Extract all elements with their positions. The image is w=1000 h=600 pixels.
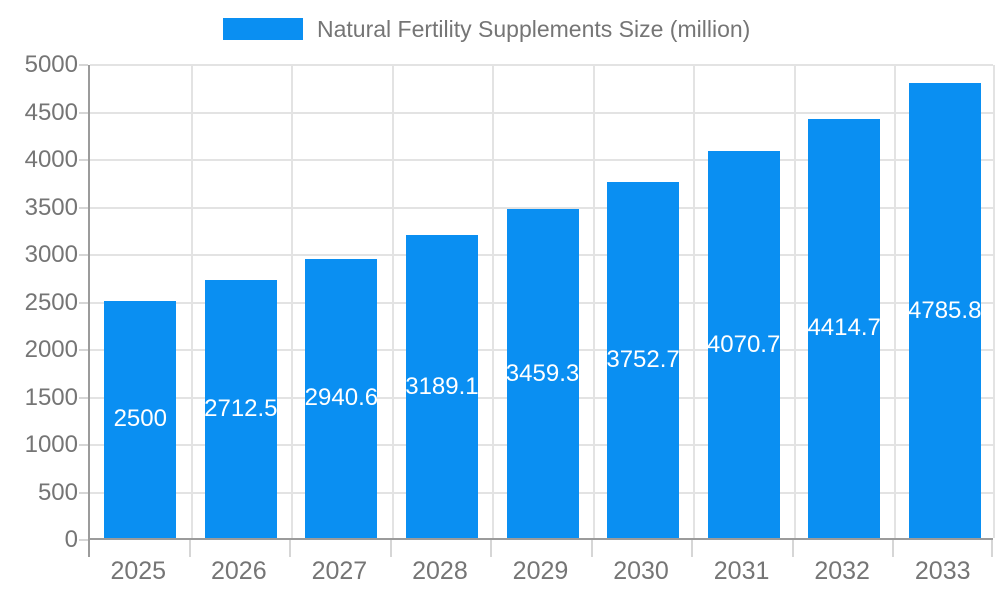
y-axis-label: 500 [37,478,78,506]
y-axis-tick [79,64,88,66]
gridline-vertical [492,65,495,538]
bar-value-label: 2712.5 [204,395,278,423]
x-axis-label: 2030 [613,557,669,585]
bar-value-label: 3459.3 [505,359,580,387]
x-axis-tick [289,540,292,557]
gridline-horizontal [90,64,993,66]
x-axis-label: 2027 [311,557,368,585]
legend-label: Natural Fertility Supplements Size (mill… [317,16,751,42]
y-axis-tick [79,254,88,256]
y-axis-label: 3000 [24,241,78,268]
bar-value-label: 4070.7 [706,330,781,358]
x-axis-tick [88,540,90,557]
y-axis-label: 1000 [24,431,78,458]
x-axis-tick [590,540,593,557]
gridline-horizontal [90,159,993,161]
x-axis-tick [691,540,694,557]
bar-2025[interactable]: 2500 [104,300,177,538]
y-axis-label: 2500 [24,288,78,316]
plot-area: 2500 2712.5 2940.6 3189.1 3459.3 3752.7 4070.7… [88,64,995,540]
x-axis-label: 2026 [211,557,267,585]
gridline-vertical [793,65,796,538]
chart-legend[interactable]: Natural Fertility Supplements Size (mill… [223,16,751,42]
bar-2026[interactable]: 2712.5 [204,280,278,538]
y-axis-tick [79,491,88,494]
bar-value-label: 3752.7 [606,345,680,373]
gridline-horizontal [90,111,993,114]
x-axis-label: 2031 [713,557,770,585]
x-axis-label: 2028 [412,557,468,585]
bar-value-label: 3189.1 [405,372,479,400]
gridline-vertical [894,65,897,538]
gridline-vertical [693,65,696,538]
gridline-horizontal [90,206,993,209]
y-axis-tick [79,301,88,304]
bar-2028[interactable]: 3189.1 [405,235,479,538]
y-axis-tick [79,396,88,399]
y-axis-tick [79,111,88,114]
y-axis-tick [79,444,88,446]
y-axis-label: 1500 [24,383,78,411]
bar-value-label: 4785.8 [908,296,982,324]
x-axis-label: 2029 [512,557,569,585]
gridline-vertical [592,65,595,538]
bar-2031[interactable]: 4070.7 [706,151,781,538]
y-axis-label: 2000 [24,336,78,363]
x-axis-label: 2033 [914,557,971,585]
y-axis-label: 5000 [24,51,78,78]
y-axis-tick [79,159,88,161]
x-axis-label: 2032 [814,557,870,585]
x-axis-tick [389,540,392,557]
y-axis-label: 0 [64,526,78,553]
bar-2029[interactable]: 3459.3 [505,209,580,538]
bar-2032[interactable]: 4414.7 [807,118,881,538]
x-axis-tick [991,540,993,557]
gridline-vertical [391,65,394,538]
y-axis-tick [79,539,88,541]
gridline-vertical [190,65,193,538]
legend-swatch [223,18,303,40]
gridline-vertical [291,65,294,538]
y-axis-label: 3500 [24,193,78,221]
bar-2027[interactable]: 2940.6 [304,258,379,538]
x-axis-label: 2025 [110,557,167,585]
x-axis-tick [490,540,493,557]
bar-2033[interactable]: 4785.8 [908,83,982,538]
x-axis-tick [188,540,191,557]
y-axis-label: 4000 [24,146,78,173]
bar-value-label: 2940.6 [304,384,379,412]
gridline-vertical [993,65,995,538]
x-axis-tick [892,540,895,557]
y-axis-label: 4500 [24,98,78,126]
bar-value-label: 4414.7 [807,314,881,342]
bar-value-label: 2500 [113,405,167,433]
x-axis-tick [791,540,794,557]
y-axis-tick [79,206,88,209]
bar-2030[interactable]: 3752.7 [606,181,680,538]
y-axis-tick [79,349,88,351]
